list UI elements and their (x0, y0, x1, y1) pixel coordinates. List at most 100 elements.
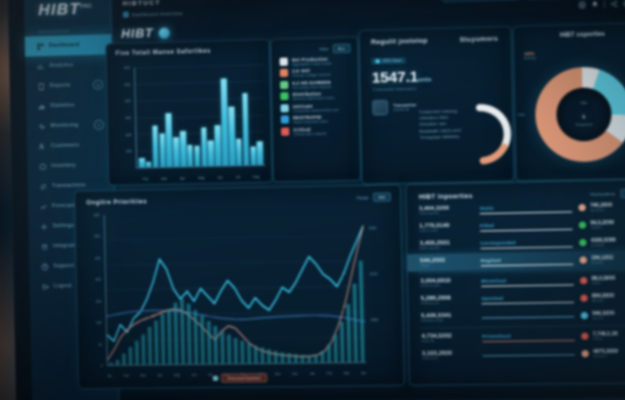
line-chart-y-tick: 50 (98, 342, 103, 347)
line-chart-range-control[interactable]: Range 30D (356, 192, 391, 202)
sidebar-item-reports[interactable]: Reports 3 (26, 74, 113, 96)
table-cell-value: 3,004,6910 Deferred jobs (420, 278, 474, 288)
sidebar-item-integrations[interactable]: Integrations (29, 235, 116, 257)
monitor-screen: HIBTPRO NAVIGATION Dashboard Analytics Rep… (7, 0, 625, 400)
sidebar-item-inventory[interactable]: Inventory (27, 155, 114, 177)
line-chart-x-tick: Jan (309, 371, 315, 376)
bar-chart-bar[interactable] (208, 140, 215, 166)
donut-center-value: 781 k (575, 101, 592, 122)
table-header-button[interactable]: VIEW (620, 188, 625, 199)
legend-swatch-icon (280, 80, 289, 89)
bar-chart-bar[interactable] (194, 145, 201, 167)
line-chart-volume-bar (287, 353, 292, 363)
line-chart-gridline (105, 236, 363, 241)
bar-chart-bar[interactable] (165, 113, 173, 167)
bell-icon[interactable] (591, 1, 599, 8)
kpi-panel: Regulit joololop Stayumors RPD Store 154… (358, 25, 515, 185)
bar-chart-bar[interactable] (235, 138, 243, 166)
sidebar-item-support[interactable]: Support (29, 255, 116, 276)
line-chart-volume-bar (333, 334, 338, 363)
line-chart-volume-bar (352, 283, 358, 363)
sidebar-item-customers[interactable]: Customers (27, 135, 114, 157)
brand-large: HIBT (121, 25, 170, 41)
sidebar-item-badge: 3 (92, 79, 104, 90)
line-chart-volume-bar (206, 321, 212, 364)
donut-label-side-text: Total (517, 112, 525, 118)
bar-chart-bar[interactable] (250, 146, 257, 165)
line-chart-volume-bar (147, 326, 153, 365)
line-chart-y-tick: 100 (96, 320, 102, 326)
table-row[interactable]: 5,426,5341 Pending review 946,5200 Synced (409, 306, 625, 327)
bar-chart-x-tick: Apr (179, 176, 186, 181)
legend-item[interactable]: Critical Critical alert channel (273, 123, 360, 137)
bar-chart-bar[interactable] (220, 78, 229, 166)
sidebar-item-dashboard[interactable]: Dashboard (24, 34, 112, 57)
bar-chart-bar[interactable] (159, 133, 166, 167)
line-chart-panel: Ongitre Prioritiies Range 30D 600 500 400 3… (73, 184, 406, 390)
donut-center: 781 k Response (575, 101, 593, 127)
line-chart-y-tick: 300 (95, 277, 101, 282)
table-cell-status-text: 94,0,2090 Verified (590, 220, 614, 230)
status-dot-icon (580, 294, 588, 302)
line-chart-y-tick: 600 (93, 213, 100, 218)
sidebar-item-analytics[interactable]: Analytics (25, 54, 112, 76)
bar-chart-bar[interactable] (152, 125, 159, 167)
line-chart-volume-bar (173, 302, 179, 365)
bar-chart-bar[interactable] (214, 124, 222, 166)
kpi-gauge-ring (446, 101, 514, 168)
table-row[interactable]: 544,2002 Inflight Regilant 194,1252 Pending (407, 250, 625, 272)
table-cell-bar (479, 210, 573, 214)
legend-filter-label: Filter (319, 46, 329, 52)
bar-chart-bar[interactable] (179, 130, 187, 167)
bar-chart-bar[interactable] (173, 137, 180, 167)
table-title: HIBT Inpoerties (418, 192, 473, 202)
app-logo[interactable]: HIBTPRO (24, 0, 111, 21)
line-chart-header: Ongitre Prioritiies Range 30D (75, 185, 400, 208)
bar-chart-y-axis: 100 200 300 400 500 600 (116, 66, 134, 169)
legend-filter-value[interactable]: ALL (332, 43, 351, 54)
line-chart-volume-bar (247, 343, 252, 364)
bar-chart-bar[interactable] (200, 127, 208, 166)
bar-chart-bar[interactable] (138, 158, 145, 168)
bar-chart-bar[interactable] (187, 144, 194, 167)
legend-filter[interactable]: Filter ALL (271, 37, 358, 55)
line-chart-x-tick: Jul (207, 372, 213, 377)
table-header-control[interactable]: Deployments VIEW (590, 188, 625, 199)
line-chart-volume-bar (180, 298, 186, 365)
line-chart-y-tick: 500 (94, 234, 101, 239)
legend-item-text: Intricate Composite measurement set (293, 102, 339, 113)
line-chart-volume-bar (233, 338, 238, 364)
sidebar-item-logout[interactable]: Logout (30, 275, 117, 296)
kpi-chip: RPD Store (371, 57, 406, 65)
bar-chart-bar[interactable] (228, 106, 236, 166)
kpi-value-unit: units (418, 77, 432, 84)
sidebar-item-settings[interactable]: Settings (28, 215, 115, 237)
share-icon[interactable] (610, 0, 618, 7)
bar-chart-bar[interactable] (256, 141, 264, 165)
sidebar-item-transactions[interactable]: Transactions (28, 175, 115, 197)
table-row[interactable]: 3,153,2920 Closed out 4975,5850 Resolved (409, 344, 625, 364)
sidebar-item-monitoring[interactable]: Monitoring 7 (26, 115, 113, 137)
legend-item-text: Distribution Network distributed nodes (293, 91, 335, 101)
line-chart-range-value[interactable]: 30D (372, 192, 391, 202)
bar-chart-y-tick: 300 (124, 116, 132, 121)
table-cell-bar (480, 245, 573, 249)
table-cell-sub: Inflight (420, 263, 430, 268)
legend-item-list: Net Production Aggregated output totals 2.… (271, 53, 359, 137)
sidebar-item-forecast[interactable]: Forecast (28, 195, 115, 217)
line-chart-x-tick: Apr (361, 371, 367, 376)
table-cell-value: 3,459,2501 Batch queued (420, 240, 474, 250)
bar-chart-bar[interactable] (145, 162, 152, 168)
table-cell-bar (481, 316, 575, 319)
box-icon (39, 162, 46, 170)
bar-chart-bar[interactable] (242, 93, 250, 166)
sidebar-item-statistics[interactable]: Statistics (26, 94, 113, 116)
line-chart-svg (105, 210, 366, 365)
print-icon[interactable] (578, 1, 586, 8)
brand-orb-icon (158, 26, 170, 39)
brand-dot-icon (122, 11, 129, 18)
legend-panel: Filter ALL Net Production Aggregated outp… (269, 36, 362, 183)
legend-item-sub: Critical alert channel (293, 131, 327, 137)
doc-icon (38, 82, 44, 90)
